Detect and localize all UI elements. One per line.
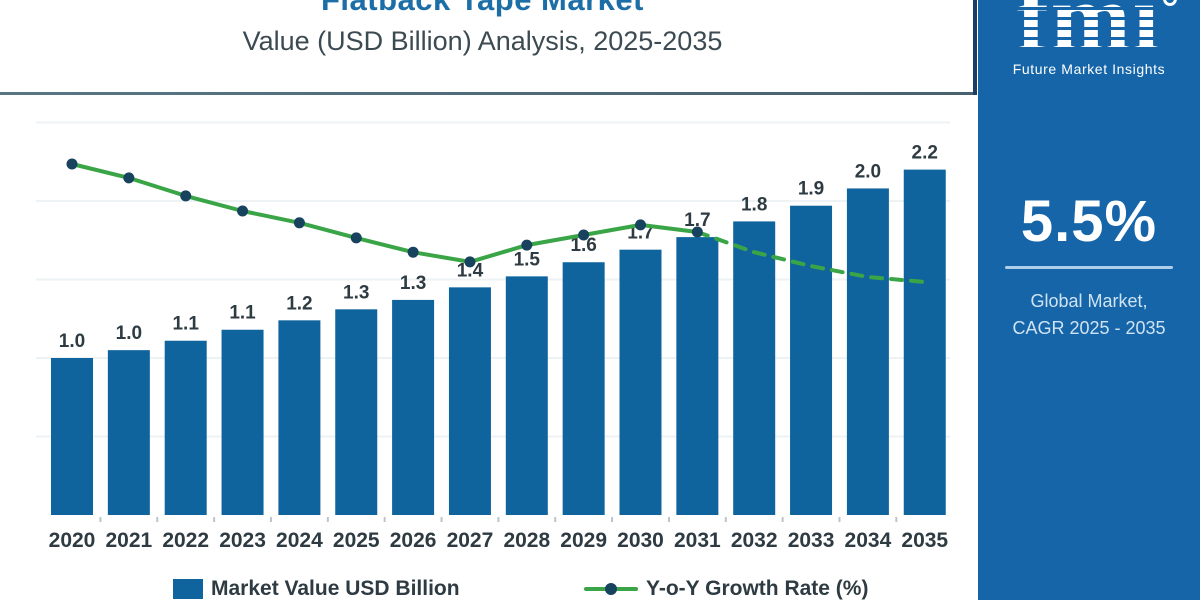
x-axis-label-2028: 2028 [503, 529, 550, 552]
growth-point-2024 [293, 217, 305, 229]
cagr-caption-line1: Global Market, [1030, 291, 1148, 311]
legend-line-marker [584, 579, 638, 599]
bar-2026 [392, 299, 435, 515]
growth-point-2026 [407, 246, 419, 258]
legend-line-dot [605, 583, 617, 595]
title-right-border [973, 0, 977, 95]
bar-value-label-2025: 1.3 [343, 282, 369, 303]
legend-line-label: Y-o-Y Growth Rate (%) [646, 577, 869, 600]
x-axis-label-2020: 2020 [49, 529, 96, 552]
x-axis-label-2030: 2030 [617, 529, 664, 552]
bar-value-label-2033: 1.9 [798, 179, 824, 200]
cagr-caption-line2: CAGR 2025 - 2035 [1012, 318, 1166, 338]
growth-line-solid [70, 162, 700, 264]
growth-line-dashed [695, 230, 927, 284]
bar-2027 [448, 287, 491, 515]
bar-2020 [51, 358, 93, 515]
market-value-growth-chart: 1.0 1.0 1.11.1 1.21.3 1.31.41.51.61.71.71.81… [36, 121, 950, 552]
growth-point-2022 [180, 190, 192, 202]
x-axis-label-2025: 2025 [333, 529, 380, 552]
chart-subtitle: Value (USD Billion) Analysis, 2025-2035 [242, 26, 723, 56]
x-axis-label-2032: 2032 [731, 529, 778, 552]
growth-point-2029 [578, 229, 590, 241]
fmi-logo-caption: Future Market Insights [1012, 61, 1166, 77]
registered-trademark-icon [1163, 0, 1178, 6]
bar-value-label-2029: 1.6 [570, 235, 596, 256]
x-axis-label-2023: 2023 [219, 529, 266, 552]
bar-2024 [278, 320, 321, 515]
growth-point-2025 [350, 232, 362, 244]
fmi-logo-text: fmi [1016, 0, 1178, 66]
bar-value-label-2021: 1.0 [116, 323, 142, 344]
chart-legend: Market Value USD Billion Y-o-Y Growth Ra… [0, 577, 965, 600]
bar-2030 [619, 249, 662, 516]
x-axis-label-2021: 2021 [105, 529, 152, 552]
bar-value-label-2024: 1.2 [286, 293, 312, 314]
growth-point-2023 [237, 205, 249, 217]
bar-value-label-2026: 1.3 [400, 273, 426, 294]
cagr-value: 5.5% [1020, 189, 1158, 254]
bar-2029 [562, 262, 605, 515]
chart-panel: Flatback Tape Market Value (USD Billion)… [0, 0, 977, 600]
growth-point-2020 [66, 158, 78, 170]
x-axis-label-2022: 2022 [162, 529, 209, 552]
bar-2035 [903, 169, 946, 515]
x-axis-label-2029: 2029 [560, 529, 607, 552]
x-axis-label-2027: 2027 [447, 529, 494, 552]
bar-2025 [335, 309, 378, 515]
growth-point-2021 [123, 172, 135, 184]
bar-value-label-2032: 1.8 [741, 194, 767, 215]
legend-bar-label: Market Value USD Billion [211, 577, 460, 600]
growth-point-2028 [521, 239, 533, 251]
bar-value-label-2031: 1.7 [684, 210, 710, 231]
bar-value-label-2034: 2.0 [855, 161, 881, 182]
brand-sidebar: fmi Future Market Insights 5.5% Global M… [978, 0, 1200, 600]
bar-2023 [221, 329, 264, 515]
bar-value-label-2028: 1.5 [514, 249, 541, 270]
x-axis-label-2026: 2026 [390, 529, 437, 552]
legend-item-growth-rate: Y-o-Y Growth Rate (%) [584, 577, 868, 600]
bar-value-label-2027: 1.4 [457, 260, 484, 281]
bar-2028 [505, 276, 548, 515]
bar-2022 [164, 340, 207, 515]
bar-2033 [790, 205, 833, 515]
chart-title: Flatback Tape Market [0, 0, 965, 18]
bar-value-label-2020: 1.0 [59, 331, 85, 352]
sidebar-divider-line [1005, 266, 1173, 269]
growth-point-2031 [691, 226, 703, 238]
fmi-logo-stripes [1016, 0, 1162, 66]
legend-bar-swatch [173, 579, 203, 599]
bar-2032 [733, 221, 776, 515]
bar-value-label-2035: 2.2 [912, 143, 938, 164]
fmi-logo: fmi [978, 0, 1200, 66]
x-axis-label-2034: 2034 [845, 529, 892, 552]
bar-value-label-2023: 1.1 [229, 303, 256, 324]
title-separator-line [0, 92, 977, 95]
legend-item-market-value: Market Value USD Billion [173, 577, 460, 600]
growth-point-2030 [635, 219, 646, 231]
x-axis-label-2035: 2035 [901, 529, 948, 552]
bar-2034 [846, 188, 889, 515]
x-axis-label-2033: 2033 [788, 529, 835, 552]
bar-value-label-2022: 1.1 [172, 314, 199, 335]
growth-point-2027 [464, 256, 476, 268]
cagr-caption: Global Market, CAGR 2025 - 2035 [978, 288, 1200, 342]
bar-2021 [107, 350, 150, 515]
bar-2031 [676, 237, 719, 516]
x-axis-label-2031: 2031 [674, 529, 721, 552]
x-axis-label-2024: 2024 [276, 529, 323, 552]
